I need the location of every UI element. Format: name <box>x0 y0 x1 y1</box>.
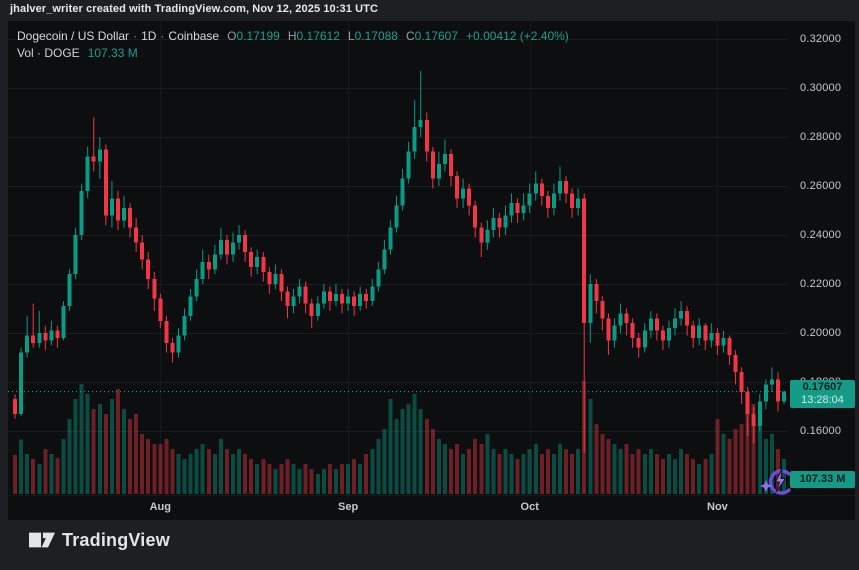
chart-legend: Dogecoin / US Dollar · 1D · Coinbase O0.17199… <box>17 28 569 62</box>
low-value: 0.17088 <box>354 29 398 43</box>
spark-icon <box>760 468 791 495</box>
price-tick-label: 0.16000 <box>800 425 842 437</box>
price-tick-label: 0.26000 <box>800 180 842 192</box>
low-letter: L <box>347 29 355 43</box>
time-tick-label: Nov <box>707 501 728 513</box>
time-axis[interactable]: Aug Sep Oct Nov <box>8 495 855 520</box>
last-price-value: 0.17607 <box>802 381 843 393</box>
tradingview-brand-link[interactable]: TradingView <box>62 530 170 550</box>
price-axis[interactable]: 0.32000 0.30000 0.28000 0.26000 0.24000 0.220… <box>788 21 855 496</box>
symbol-title[interactable]: Dogecoin / US Dollar <box>17 29 130 43</box>
time-tick-label: Sep <box>338 501 359 513</box>
open-letter: O <box>227 29 237 43</box>
brand-footer: TradingView <box>0 520 859 570</box>
open-value: 0.17199 <box>236 29 280 43</box>
change-value: +0.00412 (+2.40%) <box>466 29 569 43</box>
legend-separator: · <box>133 29 138 43</box>
exchange-label: Coinbase <box>168 29 220 43</box>
volume-badge: 107.33 M <box>790 471 855 488</box>
close-value: 0.17607 <box>414 29 459 43</box>
bar-countdown: 13:28:04 <box>801 394 844 406</box>
interval-label[interactable]: 1D <box>141 29 157 43</box>
volume-value: 107.33 M <box>87 46 138 60</box>
time-tick-label: Aug <box>149 501 171 513</box>
chart-panel: Dogecoin / US Dollar · 1D · Coinbase O0.17199… <box>8 21 855 520</box>
attribution-text: jhalver_writer created with TradingView.… <box>10 3 379 15</box>
legend-symbol-row: Dogecoin / US Dollar · 1D · Coinbase O0.17199… <box>17 28 569 45</box>
close-letter: C <box>405 29 415 43</box>
candlestick-chart-canvas[interactable] <box>8 21 855 520</box>
high-value: 0.17612 <box>296 29 340 43</box>
price-tick-label: 0.32000 <box>800 33 842 45</box>
legend-separator: · <box>160 29 165 43</box>
tradingview-logo-icon[interactable] <box>29 531 55 549</box>
price-tick-label: 0.20000 <box>800 327 842 339</box>
volume-label: Vol · DOGE <box>17 46 80 60</box>
price-tick-label: 0.28000 <box>800 131 842 143</box>
price-tick-label: 0.24000 <box>800 229 842 241</box>
price-tick-label: 0.22000 <box>800 278 842 290</box>
legend-volume-row: Vol · DOGE 107.33 M <box>17 45 569 62</box>
high-letter: H <box>287 29 297 43</box>
last-price-badge: 0.17607 13:28:04 <box>790 380 855 408</box>
price-tick-label: 0.30000 <box>800 82 842 94</box>
time-tick-label: Oct <box>520 501 539 513</box>
